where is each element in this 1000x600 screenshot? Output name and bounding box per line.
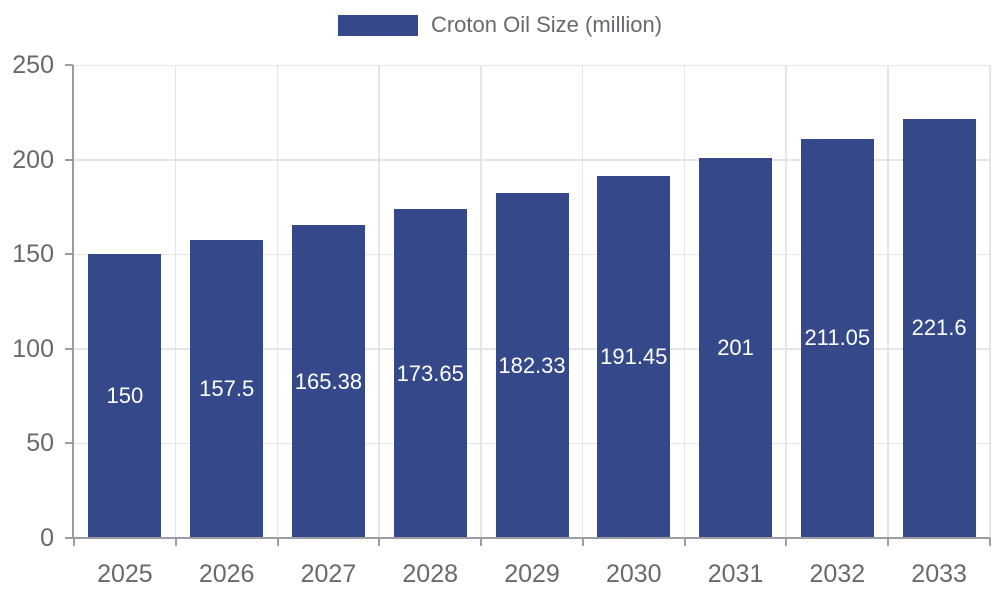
bar-2025: 150: [88, 254, 162, 538]
v-gridline: [581, 65, 584, 538]
bar-value-label: 201: [717, 334, 754, 360]
bar-2029: 182.33: [495, 193, 569, 538]
y-axis-tick: [65, 537, 73, 539]
bar-value-label: 165.38: [294, 368, 363, 394]
legend-swatch-icon: [337, 14, 418, 36]
x-axis-tick-label: 2025: [97, 560, 153, 588]
y-axis-tick-label: 250: [12, 51, 54, 79]
v-gridline: [174, 65, 177, 538]
x-axis-tick-label: 2032: [809, 560, 866, 588]
v-gridline: [683, 65, 686, 538]
y-axis-tick: [65, 347, 73, 350]
x-axis-tick-label: 2026: [198, 560, 255, 588]
x-axis-tick: [480, 538, 483, 546]
x-axis-tick-label: 2028: [402, 560, 459, 588]
bar-2033: 221.6: [902, 118, 976, 538]
x-axis-tick: [276, 538, 279, 546]
x-axis-tick: [378, 538, 381, 546]
v-gridline: [989, 65, 991, 538]
bar-value-label: 157.5: [199, 376, 255, 401]
v-gridline: [785, 65, 787, 538]
bar-value-label: 182.33: [498, 352, 566, 378]
x-axis-tick-label: 2033: [911, 560, 967, 588]
x-axis-tick: [785, 538, 788, 546]
x-axis-tick: [887, 538, 890, 546]
y-axis-tick: [65, 442, 73, 445]
y-axis-tick: [65, 158, 73, 161]
x-axis-tick-label: 2030: [605, 560, 662, 588]
bar-2032: 211.05: [800, 138, 874, 538]
y-axis-tick-label: 200: [12, 145, 54, 174]
y-axis-tick-label: 100: [12, 334, 54, 363]
plot-area: 0 50 100 150 200 250 150 2025 157.5 2026 165.38 202…: [12, 51, 991, 588]
x-axis-tick-label: 2029: [504, 560, 560, 588]
x-axis-tick: [174, 538, 177, 546]
x-axis-tick: [683, 538, 686, 546]
bar-value-label: 150: [106, 383, 144, 409]
v-gridline: [378, 65, 380, 538]
bar-2031: 201: [699, 157, 773, 538]
bar-value-label: 211.05: [804, 325, 871, 351]
bar-2028: 173.65: [393, 209, 467, 538]
x-axis-tick: [73, 538, 75, 546]
x-axis-line: [65, 537, 990, 539]
bar-2030: 191.45: [597, 175, 671, 538]
y-axis-tick: [65, 253, 73, 256]
legend-label: Croton Oil Size (million): [430, 12, 663, 37]
x-axis-tick-label: 2027: [300, 560, 357, 588]
x-axis-tick: [581, 538, 584, 546]
legend-item[interactable]: Croton Oil Size (million): [0, 13, 1000, 37]
bar-2026: 157.5: [190, 240, 264, 538]
y-axis-tick-label: 150: [12, 240, 54, 269]
bar-value-label: 191.45: [600, 343, 668, 369]
x-axis-tick: [989, 538, 991, 546]
v-gridline: [276, 65, 279, 538]
y-axis-tick-label: 50: [26, 429, 54, 458]
bar-value-label: 173.65: [396, 360, 464, 386]
v-gridline: [480, 65, 482, 538]
h-gridline: [74, 64, 990, 66]
v-gridline: [887, 65, 889, 538]
bar-value-label: 221.6: [911, 315, 967, 341]
bar-2027: 165.38: [291, 225, 365, 538]
y-axis-tick: [65, 64, 73, 66]
x-axis-tick-label: 2031: [707, 560, 764, 588]
h-gridline: [74, 159, 990, 161]
y-axis-line: [72, 65, 74, 538]
y-axis-tick-label: 0: [40, 524, 54, 552]
